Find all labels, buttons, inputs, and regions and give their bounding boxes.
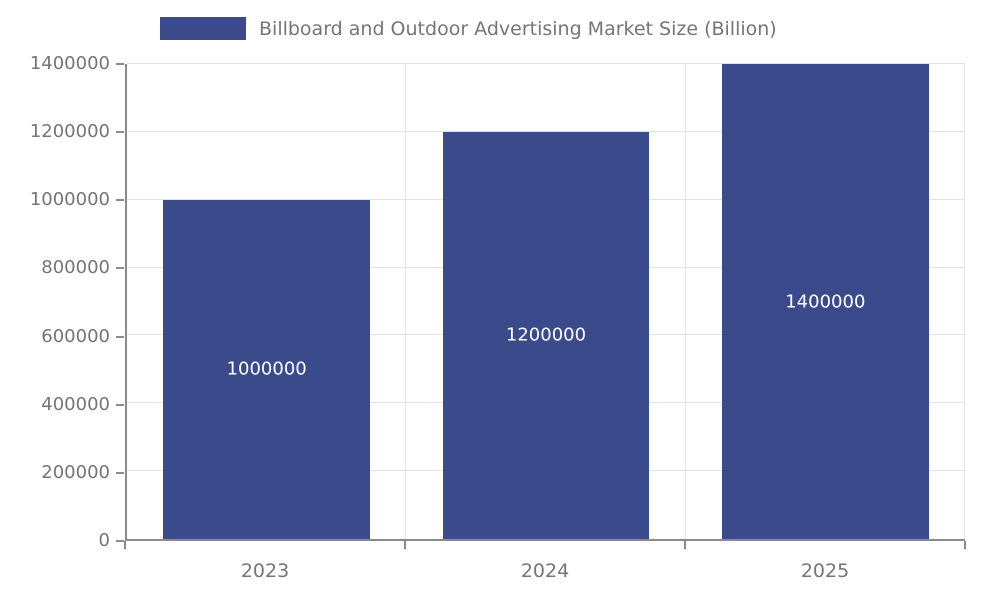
x-tick-label: 2025 bbox=[800, 560, 850, 582]
y-tick-mark bbox=[116, 335, 124, 338]
y-tick-mark bbox=[116, 63, 124, 65]
y-tick-label: 1000000 bbox=[29, 189, 110, 211]
x-tick-mark bbox=[684, 541, 686, 549]
plot-area: 1000000 1200000 1400000 bbox=[125, 63, 965, 541]
legend-item[interactable]: Billboard and Outdoor Advertising Market… bbox=[160, 17, 777, 40]
gridline-vertical bbox=[964, 64, 965, 539]
x-tick-label: 2023 bbox=[240, 560, 290, 582]
bar-2023[interactable]: 1000000 bbox=[163, 199, 371, 539]
y-tick-label: 400000 bbox=[41, 393, 110, 415]
gridline-vertical bbox=[405, 64, 407, 539]
y-tick-mark bbox=[116, 199, 124, 202]
y-tick-mark bbox=[116, 471, 124, 474]
y-tick-mark bbox=[116, 540, 124, 542]
bar-value-label: 1400000 bbox=[785, 291, 866, 312]
y-tick-label: 600000 bbox=[41, 325, 110, 347]
x-tick-mark bbox=[404, 541, 406, 549]
bar-2024[interactable]: 1200000 bbox=[442, 131, 650, 539]
y-tick-label: 800000 bbox=[41, 257, 110, 279]
x-tick-mark bbox=[964, 541, 966, 549]
y-tick-mark bbox=[116, 131, 124, 134]
gridline-horizontal bbox=[127, 130, 965, 132]
y-tick-label: 1200000 bbox=[29, 121, 110, 143]
bar-value-label: 1200000 bbox=[505, 324, 587, 346]
x-tick-label: 2024 bbox=[520, 560, 570, 582]
bar-2025[interactable]: 1400000 bbox=[721, 64, 929, 539]
legend-label: Billboard and Outdoor Advertising Market… bbox=[259, 17, 777, 40]
gridline-vertical bbox=[684, 64, 686, 539]
x-tick-mark bbox=[124, 541, 126, 549]
y-tick-label: 0 bbox=[98, 530, 110, 551]
legend-swatch bbox=[160, 17, 246, 40]
y-tick-mark bbox=[116, 403, 124, 406]
y-tick-mark bbox=[116, 267, 124, 270]
bar-value-label: 1000000 bbox=[226, 358, 307, 380]
y-tick-label: 1400000 bbox=[29, 53, 110, 74]
gridline-horizontal bbox=[127, 63, 965, 64]
y-tick-label: 200000 bbox=[41, 461, 110, 483]
